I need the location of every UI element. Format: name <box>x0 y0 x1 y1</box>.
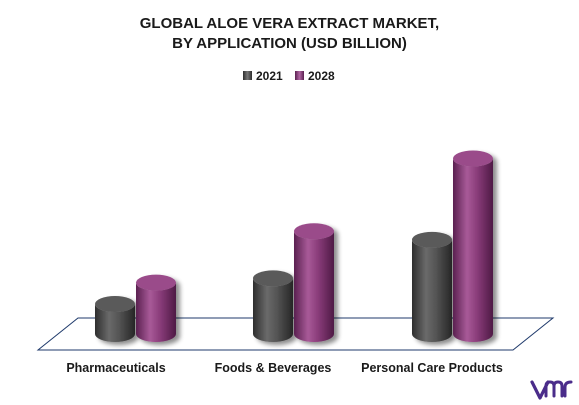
bar-2021-1 <box>253 270 293 342</box>
category-label: Foods & Beverages <box>215 361 332 375</box>
bar-top <box>136 274 176 291</box>
bar-top <box>294 223 334 240</box>
legend-label-2028: 2028 <box>308 69 335 83</box>
chart-title-line-2: BY APPLICATION (USD BILLION) <box>172 35 407 52</box>
bar-top <box>453 150 493 167</box>
chart-title-line-1: GLOBAL ALOE VERA EXTRACT MARKET, <box>140 15 439 32</box>
bar-top <box>412 231 452 248</box>
bar-body <box>136 282 176 342</box>
bar-top <box>253 270 293 287</box>
bar-2021-2 <box>412 231 452 342</box>
bar-top <box>95 296 135 313</box>
bar-2028-2 <box>453 150 493 342</box>
bar-body <box>95 304 135 342</box>
bar-body <box>294 231 334 342</box>
legend-label-2021: 2021 <box>256 69 283 83</box>
legend-swatch-2021 <box>243 71 252 80</box>
bar-2028-1 <box>294 223 334 342</box>
legend: 2021 2028 <box>243 69 335 83</box>
bar-2028-0 <box>136 274 176 342</box>
bar-body <box>412 239 452 342</box>
bar-2021-0 <box>95 296 135 342</box>
vmr-logo <box>530 380 573 400</box>
category-label: Pharmaceuticals <box>66 361 165 375</box>
bars-layer <box>95 150 493 342</box>
legend-swatch-2028 <box>295 71 304 80</box>
category-labels: Pharmaceuticals Foods & Beverages Person… <box>66 361 503 375</box>
category-label: Personal Care Products <box>361 361 503 375</box>
bar-body <box>253 278 293 342</box>
bar-body <box>453 158 493 342</box>
